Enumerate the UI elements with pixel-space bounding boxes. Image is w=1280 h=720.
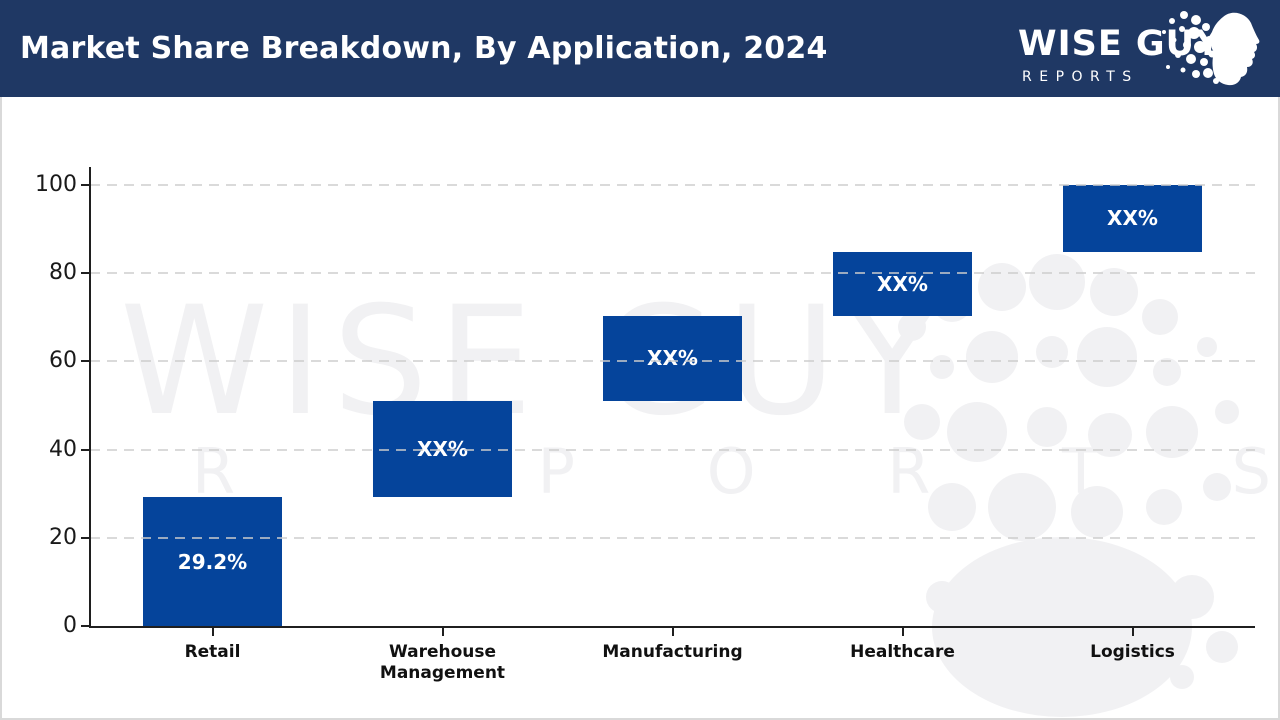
y-tick-label: 60 [49,348,77,374]
gridline-20 [90,536,1255,539]
bar-logistics: XX% [1063,185,1202,252]
gridline-100 [90,184,1255,186]
x-tickmark [901,628,904,636]
chart-panel: WISE GUY R E P O R T S 29.2 [0,97,1280,720]
gridline-60 [90,360,1255,363]
gridline-40 [90,448,1255,451]
gridline-80 [90,272,1255,275]
x-category-label-retail: Retail [184,642,241,662]
bar-value-label: XX% [1107,206,1158,231]
bar-retail: 29.2% [143,497,282,626]
x-tickmark [671,628,674,636]
logo-head-profile-icon [1210,12,1260,85]
x-tickmark [441,628,444,636]
x-tickmark [211,628,214,636]
bar-healthcare: XX% [833,251,972,316]
x-category-label-manufacturing: Manufacturing [602,642,743,662]
waterfall-chart: 29.2% XX% XX% XX% XX% 0 20 40 60 80 100 Retail Wareh… [2,97,1278,718]
y-tick-label: 80 [49,260,77,286]
header-bar: Market Share Breakdown, By Application, … [0,0,1280,97]
y-tickmark [81,625,90,627]
bar-value-label: 29.2% [177,549,248,574]
y-tickmark [81,360,90,363]
y-tickmark [81,448,90,451]
bar-value-label: XX% [877,271,928,296]
y-tickmark [81,536,90,539]
x-category-label-healthcare: Healthcare [850,642,955,662]
bar-manufacturing: XX% [603,315,742,402]
logo-dots-icon [1162,10,1219,84]
page-title: Market Share Breakdown, By Application, … [20,31,828,66]
y-tick-label: 100 [35,172,77,197]
wise-guy-reports-logo: WISE GUY REPORTS [1018,10,1260,85]
y-tick-label: 20 [49,524,77,550]
y-tickmark [81,184,90,186]
bar-value-label: XX% [647,346,698,371]
y-tickmark [81,272,90,275]
x-category-label-warehouse-management: Warehouse Management [379,642,506,683]
y-axis-line [89,167,91,628]
x-axis-line [89,626,1255,628]
y-tick-label: 40 [49,436,77,462]
y-tick-label: 0 [63,613,77,638]
x-tickmark [1131,628,1134,636]
x-category-label-logistics: Logistics [1090,642,1175,662]
logo-reports-text: REPORTS [1022,69,1139,85]
